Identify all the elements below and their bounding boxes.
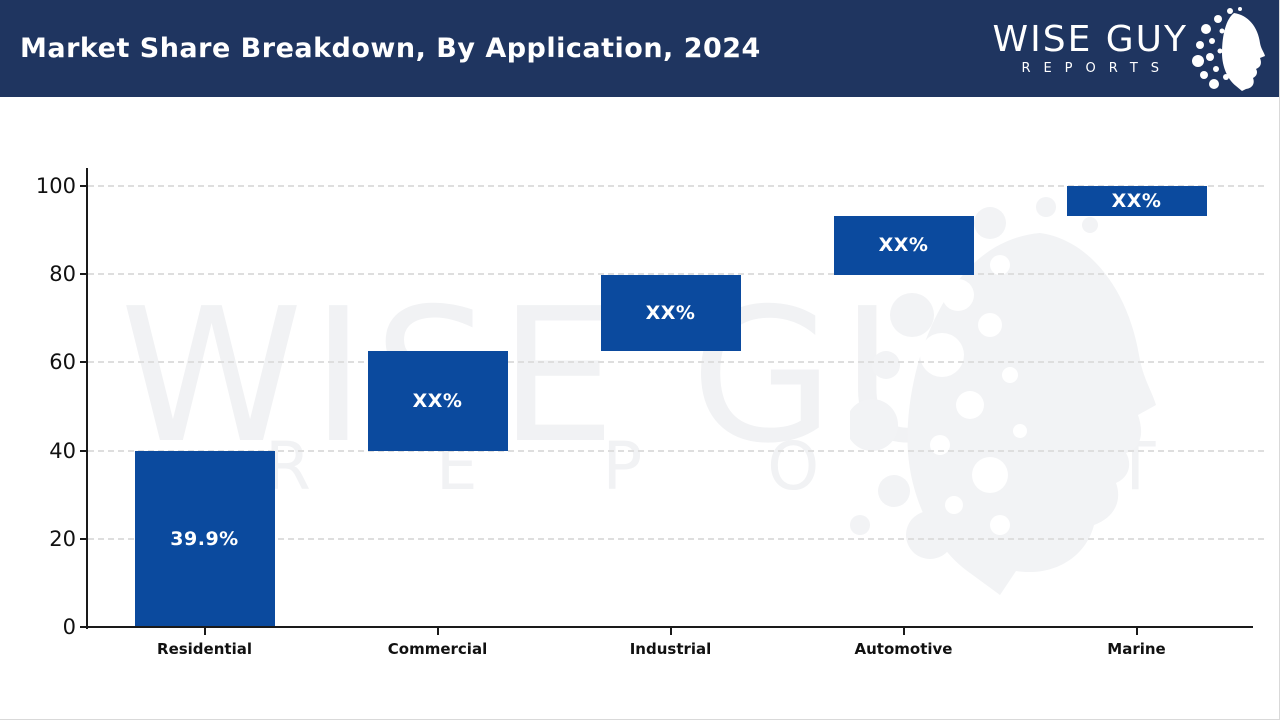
bar-marine: XX% bbox=[1066, 186, 1207, 216]
y-tick-label-80: 80 bbox=[49, 262, 76, 287]
y-tick-label-20: 20 bbox=[49, 526, 76, 551]
bar-value-label: 39.9% bbox=[170, 528, 239, 550]
x-label-commercial: Commercial bbox=[387, 640, 488, 658]
bar-automotive: XX% bbox=[833, 215, 974, 276]
bar-industrial: XX% bbox=[600, 275, 741, 352]
y-tick-40 bbox=[80, 449, 88, 452]
y-tick-20 bbox=[80, 537, 88, 540]
bar-residential: 39.9% bbox=[134, 451, 275, 627]
logo-head-profile-icon bbox=[1192, 6, 1265, 91]
gridline-40 bbox=[88, 449, 1264, 452]
y-tick-100 bbox=[80, 185, 88, 187]
chart-title: Market Share Breakdown, By Application, … bbox=[20, 33, 761, 64]
y-tick-label-40: 40 bbox=[49, 438, 76, 463]
y-tick-0 bbox=[80, 626, 88, 628]
logo-text: WISE GUY REPORTS bbox=[992, 19, 1189, 76]
x-tick-automotive bbox=[902, 627, 905, 635]
y-tick-60 bbox=[80, 361, 88, 364]
wise-guy-reports-logo: WISE GUY REPORTS bbox=[992, 6, 1267, 91]
bar-value-label: XX% bbox=[645, 302, 696, 325]
bar-value-label: XX% bbox=[412, 390, 463, 413]
gridline-80 bbox=[88, 273, 1264, 276]
x-tick-commercial bbox=[436, 627, 439, 635]
watermark-head-profile-icon bbox=[850, 197, 1156, 595]
y-axis-line bbox=[86, 168, 88, 629]
bar-value-label: XX% bbox=[878, 234, 929, 257]
logo-reports-label: REPORTS bbox=[1021, 61, 1173, 76]
y-tick-label-100: 100 bbox=[35, 174, 76, 198]
gridline-100 bbox=[88, 185, 1264, 187]
gridline-20 bbox=[88, 537, 1264, 540]
x-tick-industrial bbox=[669, 627, 672, 635]
header: Market Share Breakdown, By Application, … bbox=[0, 0, 1279, 97]
x-label-industrial: Industrial bbox=[629, 640, 712, 658]
y-tick-80 bbox=[80, 273, 88, 276]
logo-wiseguy-label: WISE GUY bbox=[992, 19, 1188, 60]
y-tick-label-60: 60 bbox=[49, 350, 76, 375]
x-label-residential: Residential bbox=[157, 640, 252, 658]
x-label-marine: Marine bbox=[1107, 640, 1166, 658]
x-tick-residential bbox=[203, 627, 206, 635]
y-tick-label-0: 0 bbox=[62, 615, 76, 639]
bar-commercial: XX% bbox=[367, 351, 508, 452]
x-axis-line bbox=[86, 626, 1253, 628]
x-tick-marine bbox=[1135, 627, 1138, 635]
bar-value-label: XX% bbox=[1111, 189, 1162, 212]
gridline-60 bbox=[88, 361, 1264, 364]
x-label-automotive: Automotive bbox=[854, 640, 953, 658]
